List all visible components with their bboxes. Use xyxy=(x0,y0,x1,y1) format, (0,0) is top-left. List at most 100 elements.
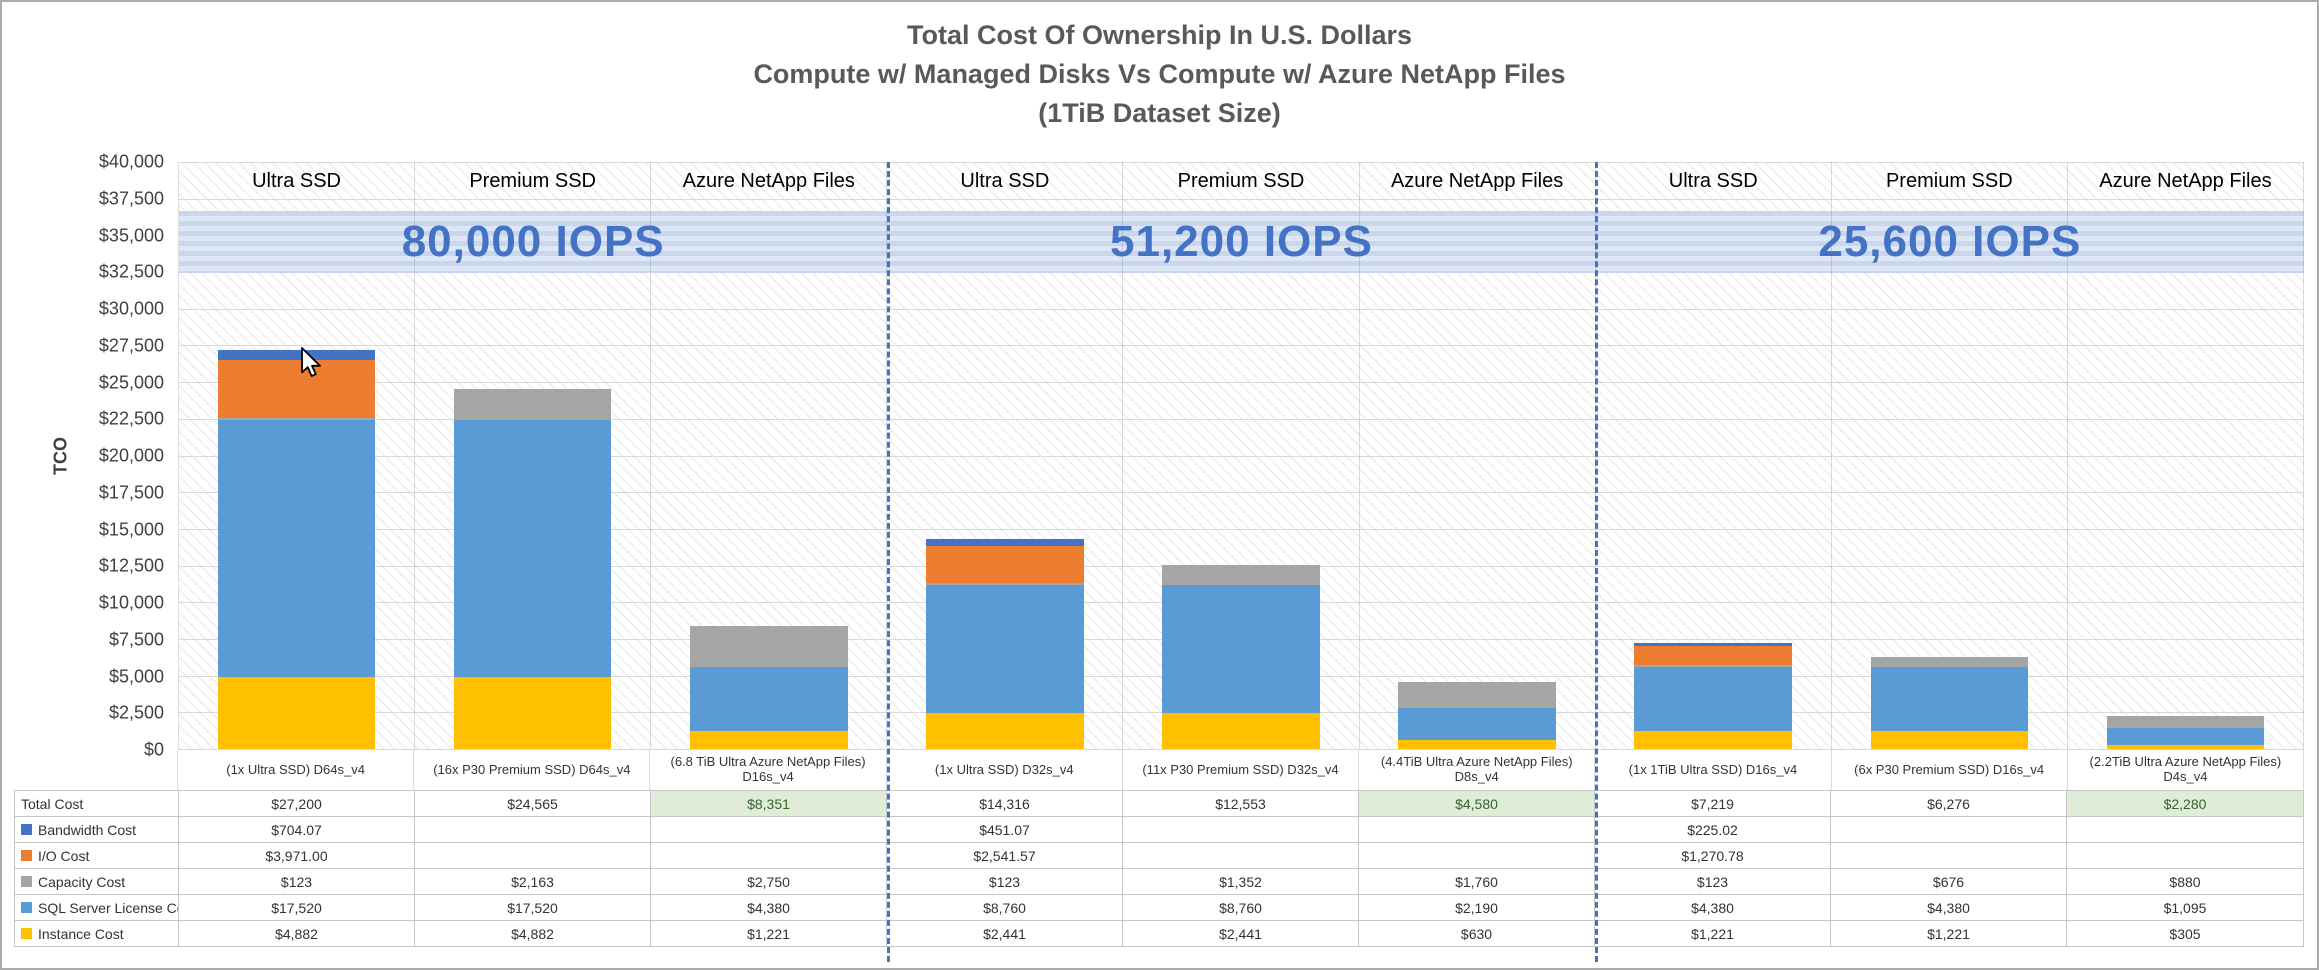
table-cell: $1,352 xyxy=(1123,869,1359,894)
row-label-text: I/O Cost xyxy=(38,847,90,864)
column-header: Premium SSD xyxy=(1177,170,1305,192)
table-cell: $27,200 xyxy=(179,791,415,816)
bar-segment-capacity-cost xyxy=(1870,656,2029,667)
column-header: Azure NetApp Files xyxy=(2099,170,2272,192)
bar-segment-sql-server-license-cost xyxy=(690,666,848,732)
bar-segment-sql-server-license-cost xyxy=(1870,666,2029,732)
table-cell xyxy=(1831,817,2067,842)
category-label: (1x Ultra SSD) D64s_v4 xyxy=(178,750,415,790)
y-tick-label: $7,500 xyxy=(108,629,164,650)
table-cell: $123 xyxy=(179,869,415,894)
category-label: (6x P30 Premium SSD) D16s_v4 xyxy=(1832,750,2068,790)
table-cell xyxy=(1359,843,1595,868)
y-tick-label: $10,000 xyxy=(98,592,164,613)
table-cell: $1,221 xyxy=(651,921,887,946)
row-label: SQL Server License Cost xyxy=(15,895,179,920)
bar-segment-capacity-cost xyxy=(1634,665,1792,667)
plot-column: Premium SSD xyxy=(1832,162,2068,749)
bar-segment-instance-cost xyxy=(453,677,612,749)
legend-swatch xyxy=(21,824,32,835)
y-tick-label: $27,500 xyxy=(98,335,164,356)
bar-segment-instance-cost xyxy=(2106,744,2265,749)
table-cell: $1,095 xyxy=(2163,899,2207,916)
column-header: Ultra SSD xyxy=(1668,170,1758,192)
column-header: Ultra SSD xyxy=(252,170,341,192)
table-cell: $880 xyxy=(2169,873,2201,890)
table-cell: $17,520 xyxy=(179,895,415,920)
table-cell xyxy=(415,843,651,868)
bar-segment-instance-cost xyxy=(1398,739,1556,749)
row-label: Bandwidth Cost xyxy=(15,817,179,842)
category-row: (1x Ultra SSD) D64s_v4 (16x P30 Premium S… xyxy=(14,750,2304,790)
column-header: Azure NetApp Files xyxy=(1390,170,1564,192)
category-label: (1x Ultra SSD) D32s_v4 xyxy=(887,750,1123,790)
group-separator xyxy=(1595,162,1599,962)
table-cell: $704.07 xyxy=(179,817,415,842)
plot-column: Premium SSD xyxy=(1123,162,1360,749)
bar-segment-instance-cost xyxy=(1634,731,1792,749)
y-axis: $0 $2,500 $5,000 $7,500 $10,000 $12,500 $15,00… xyxy=(68,152,172,760)
bar-segment-instance-cost xyxy=(690,731,848,749)
bar-segment-sql-server-license-cost xyxy=(926,584,1084,714)
table-cell: $7,219 xyxy=(1595,791,1831,816)
table-cell: $123 xyxy=(1595,869,1831,894)
iops-group-label: 25,600 IOPS xyxy=(1818,216,2082,266)
legend-swatch xyxy=(21,850,32,861)
group-separator xyxy=(886,162,890,962)
y-tick-label: $15,000 xyxy=(98,519,164,539)
bar-segment-i-o-cost xyxy=(1634,646,1792,666)
plot-column: Premium SSD xyxy=(415,162,652,749)
bar-segment-sql-server-license-cost xyxy=(1634,666,1792,732)
category-label: (11x P30 Premium SSD) D32s_v4 xyxy=(1123,750,1360,790)
plot-column: Azure NetApp Files xyxy=(1360,162,1596,749)
table-cell: $8,760 xyxy=(887,895,1123,920)
column-header: Premium SSD xyxy=(469,170,597,192)
table-cell: $630 xyxy=(1359,921,1595,946)
table-cell xyxy=(651,843,887,868)
row-label: Total Cost xyxy=(15,791,179,816)
iops-band-labels: 80,000 IOPS 51,200 IOPS 25,600 IOPS xyxy=(179,211,2304,273)
table-cell: $3,971.00 xyxy=(179,843,415,868)
gridline xyxy=(179,492,2304,494)
table-corner-spacer xyxy=(14,750,178,790)
bar-segment-capacity-cost xyxy=(1398,681,1556,708)
table-cell: $4,882 xyxy=(179,921,415,946)
table-cell xyxy=(2067,843,2303,868)
bar-segment-instance-cost xyxy=(1870,731,2029,749)
table-cell: $1,270.78 xyxy=(1595,843,1831,868)
plot-column: Azure NetApp Files xyxy=(651,162,888,749)
table-cell xyxy=(1123,817,1359,842)
table-cell xyxy=(1359,817,1595,842)
data-table: Total Cost $27,200 $24,565 $8,351 $14,316 $12… xyxy=(14,790,2304,947)
y-tick-label: $12,500 xyxy=(98,555,164,576)
bar-segment-capacity-cost xyxy=(1162,564,1320,585)
column-header: Premium SSD xyxy=(1885,170,2013,192)
table-cell: $8,351 xyxy=(651,791,887,816)
row-label: I/O Cost xyxy=(15,843,179,868)
gridline xyxy=(179,455,2304,457)
gridline xyxy=(179,528,2304,530)
gridline xyxy=(179,382,2304,384)
row-label-text: Bandwidth Cost xyxy=(38,821,137,838)
bar-segment-sql-server-license-cost xyxy=(1162,584,1320,714)
table-cell: $2,441 xyxy=(887,921,1123,946)
table-cell xyxy=(2067,817,2303,842)
table-cell: $4,380 xyxy=(1595,895,1831,920)
bar-segment-bandwidth-cost xyxy=(217,349,376,361)
row-label-text: Capacity Cost xyxy=(38,873,126,890)
category-label: (4.4TiB Ultra Azure NetApp Files) D8s_v4 xyxy=(1359,750,1596,790)
y-tick-label: $17,500 xyxy=(98,482,164,503)
y-tick-label: $5,000 xyxy=(108,666,164,686)
bar-segment-sql-server-license-cost xyxy=(453,420,612,678)
bar-segment-capacity-cost xyxy=(217,418,376,421)
plot-column: Ultra SSD xyxy=(887,162,1124,749)
bar-segment-bandwidth-cost xyxy=(926,538,1084,546)
table-cell: $676 xyxy=(1831,869,2067,894)
table-cell: $2,441 xyxy=(1123,921,1359,946)
column-header: Ultra SSD xyxy=(960,170,1050,192)
chart-title-line-1: Total Cost Of Ownership In U.S. Dollars xyxy=(906,20,1413,50)
bar-segment-capacity-cost xyxy=(453,388,612,421)
bar-segment-instance-cost xyxy=(1162,713,1320,749)
table-cell: $4,580 xyxy=(1359,791,1595,816)
